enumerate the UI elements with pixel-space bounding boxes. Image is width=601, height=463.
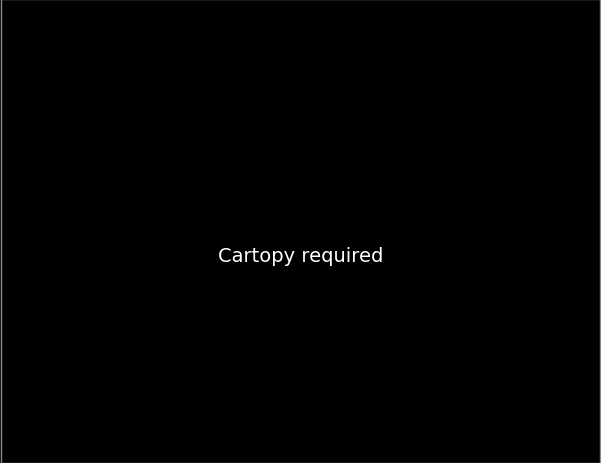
- Text: Arrows show the wind wave direction: Arrows show the wind wave direction: [171, 30, 430, 44]
- Text: Secondary Swell energy on Thursday 20 Mar at 11pm MST: Secondary Swell energy on Thursday 20 Ma…: [36, 6, 565, 24]
- Text: Cartopy required: Cartopy required: [218, 246, 383, 265]
